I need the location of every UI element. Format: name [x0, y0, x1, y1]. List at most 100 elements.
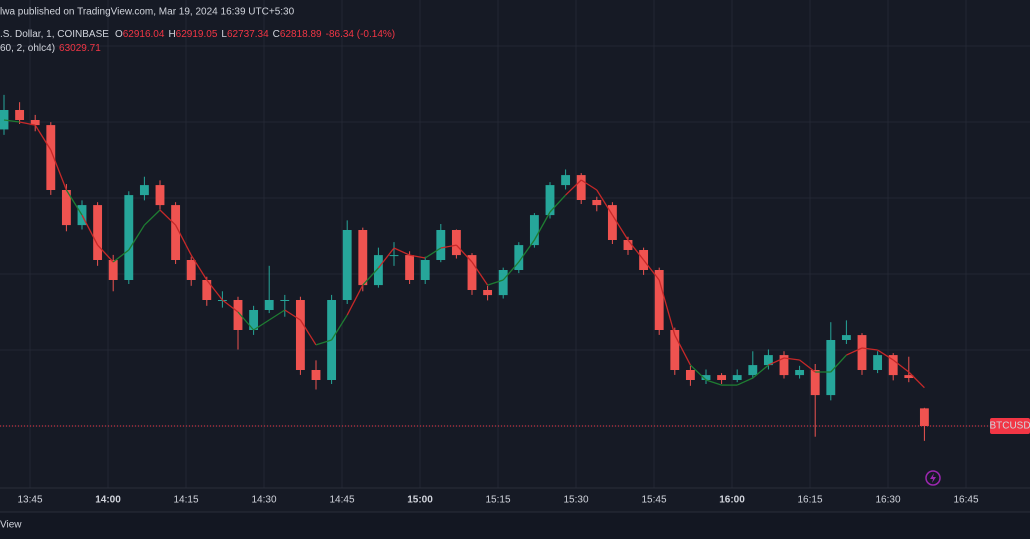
ma-segment: [65, 189, 83, 216]
x-tick-label: 16:00: [719, 495, 745, 506]
published-line: lwa published on TradingView.com, Mar 19…: [0, 7, 295, 18]
candle-body: [779, 355, 789, 376]
candle-body: [108, 260, 118, 280]
candle-body: [810, 370, 820, 396]
ohlc-label: C: [273, 29, 280, 40]
candle-body: [529, 215, 539, 246]
candle-body: [30, 120, 40, 126]
candle-body: [451, 230, 461, 256]
candle-body: [607, 205, 617, 240]
candle-body: [561, 175, 571, 186]
ma-segment: [752, 364, 769, 379]
candle-body: [405, 255, 415, 280]
candle-body: [654, 270, 664, 330]
candle-body: [467, 255, 477, 290]
ma-segment: [393, 247, 410, 256]
lightning-icon[interactable]: [925, 470, 941, 486]
ma-segment: [112, 249, 130, 263]
ma-segment: [50, 149, 68, 191]
ma-segment: [159, 209, 177, 226]
ma-segment: [175, 224, 192, 256]
candle-body: [857, 335, 867, 370]
ma-segment: [3, 119, 20, 123]
ma-segment: [518, 239, 535, 263]
candle-body: [826, 340, 836, 396]
x-tick-label: 15:00: [407, 495, 433, 506]
candle-body: [592, 200, 602, 206]
x-tick-label: 14:15: [173, 495, 198, 506]
candle-body: [311, 370, 321, 380]
x-tick-label: 16:15: [797, 495, 822, 506]
ohlc-value: 62818.89: [280, 29, 322, 40]
candle-body: [795, 370, 805, 376]
candle-body: [717, 375, 727, 380]
ma-segment: [596, 189, 613, 216]
ma-segment: [736, 377, 754, 386]
candle-body: [888, 355, 898, 376]
ma-segment: [81, 214, 99, 246]
x-tick-label: 15:45: [641, 495, 666, 506]
candle-body: [545, 185, 555, 216]
candle-body: [919, 408, 929, 427]
candle-body: [841, 335, 851, 340]
candle-body: [763, 355, 773, 366]
ma-segment: [877, 349, 894, 361]
ma-segment: [362, 267, 379, 286]
x-tick-label: 14:45: [329, 495, 354, 506]
candle-body: [623, 240, 633, 250]
ohlc-label: H: [168, 29, 175, 40]
ohlc-value: 62919.05: [176, 29, 218, 40]
bottom-bar: [0, 512, 1030, 539]
candle-body: [904, 375, 914, 378]
ma-segment: [533, 211, 551, 241]
candle-body: [264, 300, 274, 310]
candle-body: [873, 355, 883, 370]
ma-segment: [190, 254, 208, 281]
ma-segment: [97, 244, 114, 263]
candle-body: [202, 280, 212, 300]
ma-segment: [658, 279, 676, 336]
lightning-bolt: [930, 473, 936, 483]
candle-body: [358, 230, 368, 286]
ma-segment: [206, 279, 223, 301]
ma-segment: [611, 214, 629, 241]
ma-segment: [846, 347, 863, 356]
change: -86.34 (-0.14%): [326, 29, 395, 40]
ma-segment: [689, 364, 707, 381]
ma-segment: [377, 247, 395, 269]
ma-segment: [502, 261, 520, 281]
candle-body: [233, 300, 243, 330]
x-tick-label: 14:00: [95, 495, 121, 506]
ma-segment: [34, 124, 52, 151]
ma-segment: [861, 347, 878, 351]
candle-body: [249, 310, 259, 330]
candle-body: [420, 260, 430, 280]
plot: [0, 0, 967, 488]
ma-segment: [674, 334, 691, 366]
ma-segment: [268, 309, 286, 321]
candle-body: [389, 255, 399, 257]
ma-segment: [237, 311, 255, 331]
ma-segment: [299, 319, 317, 346]
ma-segment: [471, 261, 489, 286]
ma-segment: [565, 179, 582, 196]
ohlc-value: 62916.04: [123, 29, 165, 40]
ohlc-label: O: [115, 29, 123, 40]
ma-segment: [409, 254, 426, 259]
candle-body: [46, 125, 56, 190]
ma-segment: [908, 371, 925, 389]
candle-body: [124, 195, 134, 280]
candle-body: [701, 375, 711, 380]
candle-body: [685, 370, 695, 380]
ohlc-value: 62737.34: [227, 29, 269, 40]
candle-body: [186, 260, 196, 280]
x-tick-label: 16:45: [953, 495, 978, 506]
footer-text[interactable]: View: [0, 520, 22, 531]
ma-segment: [487, 279, 504, 286]
symbol: .S. Dollar, 1, COINBASE: [0, 29, 109, 40]
ma-segment: [830, 354, 847, 373]
ma-segment: [705, 379, 722, 386]
candle-body: [436, 230, 446, 260]
candle-body: [61, 190, 71, 226]
